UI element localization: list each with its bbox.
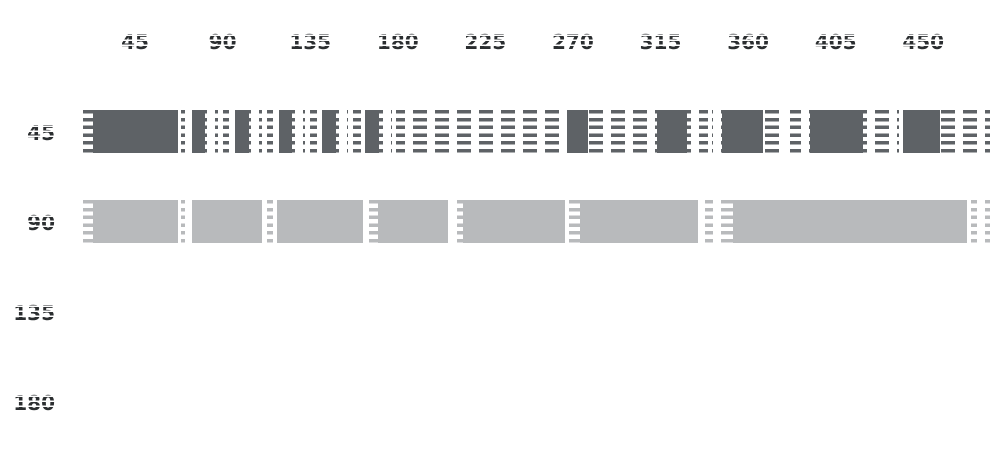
white-gap: [348, 110, 353, 153]
white-gap: [392, 110, 396, 153]
white-gap: [708, 110, 712, 153]
white-gap: [448, 200, 452, 243]
x-tick-label: 360: [708, 31, 789, 53]
x-tick-label: 180: [357, 31, 438, 53]
y-tick-label: 135: [6, 302, 55, 324]
row-bar-45: [83, 110, 990, 153]
solid-segment: [93, 200, 178, 243]
white-gap: [305, 110, 310, 153]
x-tick-label: 450: [883, 31, 964, 53]
x-tick-label: 270: [532, 31, 613, 53]
solid-segment: [903, 110, 940, 153]
white-gap: [262, 110, 267, 153]
white-gap: [967, 200, 971, 243]
white-gap: [565, 200, 569, 243]
row-bar-90: [83, 200, 990, 243]
solid-segment: [810, 110, 863, 153]
white-gap: [899, 110, 903, 153]
solid-segment: [378, 200, 448, 243]
y-tick-label: 45: [6, 122, 55, 144]
solid-segment: [235, 110, 249, 153]
x-tick-label: 315: [620, 31, 701, 53]
white-gap: [218, 110, 223, 153]
white-gap: [363, 200, 368, 243]
solid-segment: [93, 110, 178, 153]
solid-segment: [365, 110, 379, 153]
white-gap: [786, 110, 790, 153]
solid-segment: [192, 200, 262, 243]
solid-segment: [279, 110, 292, 153]
white-gap: [178, 200, 181, 243]
solid-segment: [733, 200, 967, 243]
x-tick-label: 405: [795, 31, 876, 53]
x-tick-label: 90: [182, 31, 263, 53]
solid-segment: [567, 110, 588, 153]
white-gap: [698, 200, 705, 243]
solid-segment: [192, 110, 205, 153]
solid-segment: [277, 200, 363, 243]
x-tick-label: 45: [95, 31, 175, 53]
white-gap: [262, 200, 267, 243]
y-tick-label: 90: [6, 212, 55, 234]
white-gap: [178, 110, 181, 153]
solid-segment: [722, 110, 763, 153]
x-tick-label: 135: [270, 31, 351, 53]
solid-segment: [657, 110, 687, 153]
x-tick-label: 225: [445, 31, 526, 53]
solid-segment: [580, 200, 698, 243]
y-tick-label: 180: [6, 392, 55, 414]
solid-segment: [463, 200, 565, 243]
solid-segment: [322, 110, 336, 153]
